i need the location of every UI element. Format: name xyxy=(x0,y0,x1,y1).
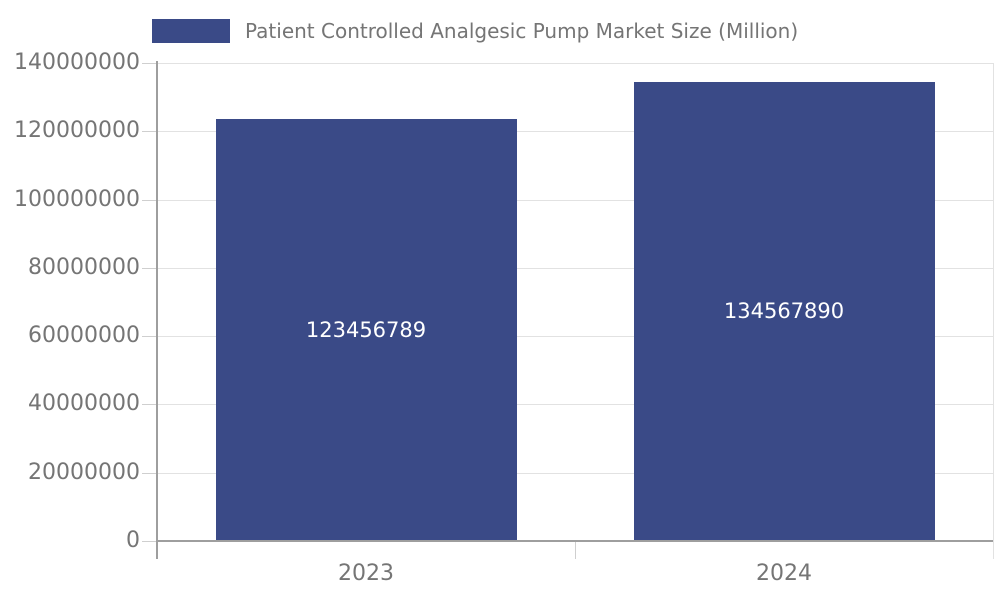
bar-value-label: 123456789 xyxy=(305,318,427,342)
x-axis-line xyxy=(157,540,993,542)
y-axis-tick-label: 120000000 xyxy=(14,118,140,143)
y-axis-tick-label: 140000000 xyxy=(14,50,140,75)
gridline xyxy=(157,200,993,201)
y-axis-tick-label: 0 xyxy=(126,528,140,553)
gridline xyxy=(157,268,993,269)
gridline xyxy=(157,63,993,64)
bar-value-label: 134567890 xyxy=(723,299,845,323)
y-axis-tick-label: 40000000 xyxy=(28,391,140,416)
legend-label: Patient Controlled Analgesic Pump Market… xyxy=(245,19,799,43)
y-axis-tick xyxy=(142,404,157,405)
y-axis-tick xyxy=(142,63,157,64)
y-axis-tick xyxy=(142,131,157,132)
y-axis-tick-label: 100000000 xyxy=(14,187,140,212)
bar-2023[interactable] xyxy=(216,119,517,541)
y-axis-tick xyxy=(142,268,157,269)
legend[interactable]: Patient Controlled Analgesic Pump Market… xyxy=(152,15,798,47)
gridline xyxy=(157,336,993,337)
x-axis-tick xyxy=(575,541,576,559)
gridline xyxy=(157,473,993,474)
y-axis-tick-label: 80000000 xyxy=(28,255,140,280)
y-axis-tick-label: 20000000 xyxy=(28,460,140,485)
gridline xyxy=(157,131,993,132)
y-axis-tick xyxy=(142,541,157,542)
y-axis-tick-label: 60000000 xyxy=(28,323,140,348)
y-axis-tick xyxy=(142,336,157,337)
gridline xyxy=(157,404,993,405)
x-axis-tick-label: 2023 xyxy=(338,561,394,586)
plot-right-border xyxy=(993,63,994,559)
x-axis-tick-label: 2024 xyxy=(756,561,812,586)
y-axis-line xyxy=(156,61,158,559)
y-axis-tick xyxy=(142,200,157,201)
legend-swatch-icon xyxy=(152,19,230,43)
y-axis-tick xyxy=(142,473,157,474)
bar-2024[interactable] xyxy=(634,82,935,541)
